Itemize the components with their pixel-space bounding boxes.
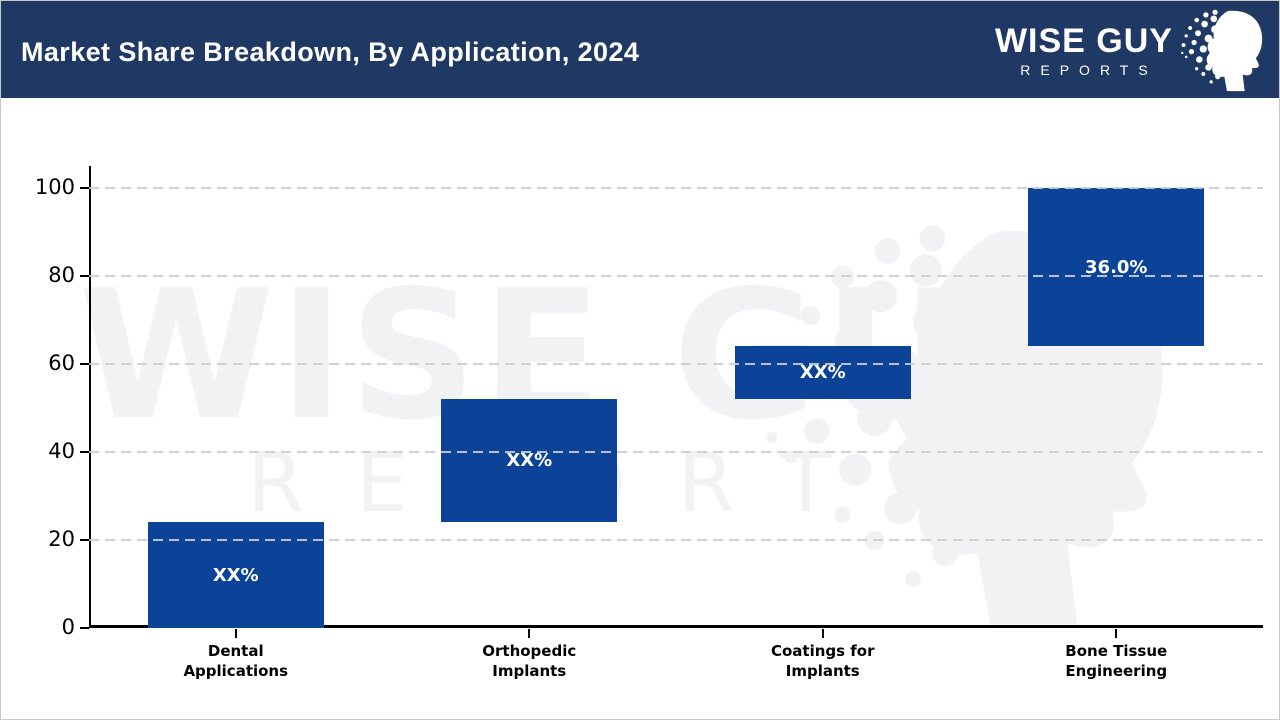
y-tick-mark (80, 275, 89, 277)
plot-axes (89, 166, 1263, 628)
bar-segment: 36.0% (1028, 188, 1205, 347)
logo-subtitle: REPORTS (1020, 62, 1158, 78)
gridline (89, 539, 1263, 541)
gridline (89, 275, 1263, 277)
y-tick-mark (80, 539, 89, 541)
x-axis-category-label: Orthopedic Implants (482, 642, 577, 680)
page-title: Market Share Breakdown, By Application, … (21, 37, 640, 67)
x-axis-category-label: Dental Applications (183, 642, 289, 680)
y-axis-tick-label: 100 (34, 175, 75, 199)
bar-value-label: XX% (506, 450, 553, 472)
gridline (89, 363, 1263, 365)
bar-value-label: XX% (799, 362, 846, 384)
y-axis-tick-label: 40 (48, 439, 75, 463)
bar-value-label: 36.0% (1085, 256, 1148, 278)
chart-area: WISE GUY REPORTS XX%Dental ApplicationsX… (1, 98, 1279, 719)
x-tick-mark (528, 629, 531, 638)
x-tick-mark (1115, 629, 1118, 638)
y-axis-tick-label: 60 (48, 351, 75, 375)
bar-value-label: XX% (212, 564, 259, 586)
bar-segment: XX% (441, 399, 618, 523)
y-tick-mark (80, 363, 89, 365)
y-tick-mark (80, 451, 89, 453)
chart-header: Market Share Breakdown, By Application, … (1, 1, 1279, 98)
x-tick-mark (821, 629, 824, 638)
gridline (89, 451, 1263, 453)
bar-segment: XX% (734, 346, 911, 400)
logo-wordmark: WISE GUY (994, 22, 1173, 60)
x-axis-category-label: Coatings for Implants (770, 642, 875, 680)
y-axis-tick-label: 80 (48, 263, 75, 287)
wise-guy-logo-text: WISE GUY REPORTS (995, 23, 1173, 78)
y-tick-mark (80, 627, 89, 629)
dotted-head-icon (1177, 8, 1269, 94)
x-axis-category-label: Bone Tissue Engineering (1065, 642, 1168, 680)
y-tick-mark (80, 187, 89, 189)
y-axis-tick-label: 0 (61, 615, 75, 639)
x-tick-mark (234, 629, 237, 638)
wise-guy-logo: WISE GUY REPORTS (995, 3, 1269, 98)
y-axis-tick-label: 20 (48, 527, 75, 551)
gridline (89, 187, 1263, 189)
